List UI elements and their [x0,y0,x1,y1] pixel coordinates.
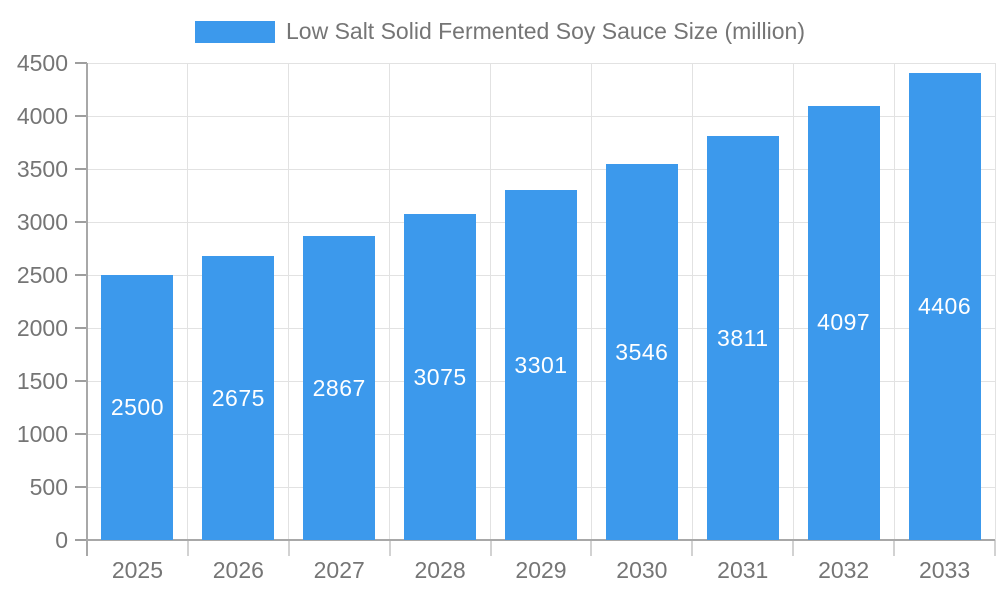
x-tick-label: 2027 [313,557,365,583]
x-axis-tick [792,540,795,556]
bar-value-label: 4406 [917,292,972,319]
y-axis-tick [75,221,87,223]
bar-2026[interactable]: 2675 [202,256,275,540]
bar-2030[interactable]: 3546 [605,164,678,540]
bar-value-label: 4097 [817,309,871,336]
y-tick-label: 1500 [16,368,68,394]
y-gridline [87,115,995,117]
y-axis-tick [75,380,87,382]
bar-value-label: 3546 [615,338,669,365]
y-tick-label: 2000 [16,315,68,341]
x-gridline [389,63,391,540]
bar-2032[interactable]: 4097 [807,105,880,540]
x-tick-label: 2025 [111,557,164,583]
bar-2033[interactable]: 4406 [908,72,981,540]
legend-swatch-icon [194,20,275,43]
x-axis-tick [287,540,290,556]
x-tick-label: 2026 [212,557,264,583]
y-tick-label: 1000 [16,421,68,447]
x-tick-label: 2029 [515,557,567,583]
bar-value-label: 3301 [514,351,568,378]
bar-value-label: 2500 [110,394,165,420]
y-axis-tick [75,168,87,170]
y-tick-label: 2500 [16,262,68,288]
bar-2028[interactable]: 3075 [404,214,477,540]
x-tick-label: 2028 [414,557,466,583]
y-gridline [87,62,995,64]
bar-2025[interactable]: 2500 [101,275,174,540]
x-axis-tick [691,540,694,556]
y-tick-label: 3500 [16,156,68,182]
x-tick-label: 2031 [717,557,769,583]
y-axis-tick [75,115,87,117]
x-axis-tick [489,540,492,556]
bar-value-label: 3811 [717,324,769,351]
bar-2029[interactable]: 3301 [505,190,577,540]
y-tick-label: 4500 [16,50,68,76]
x-axis-tick [994,540,996,556]
x-gridline [590,63,592,540]
x-axis-tick [893,540,896,556]
y-axis-tick [75,433,87,435]
y-axis-tick [75,539,87,541]
x-gridline [994,63,996,540]
y-tick-label: 500 [29,474,68,500]
y-axis-tick [75,62,87,64]
legend[interactable]: Low Salt Solid Fermented Soy Sauce Size … [0,20,1000,43]
x-gridline [792,63,794,540]
y-gridline [87,168,995,170]
x-gridline [893,63,895,540]
x-tick-label: 2033 [918,557,971,583]
x-gridline [490,63,492,540]
legend-label: Low Salt Solid Fermented Soy Sauce Size … [285,18,805,44]
y-tick-label: 4000 [16,103,68,129]
y-axis-tick [75,486,87,488]
bar-value-label: 2867 [312,374,366,401]
x-axis-tick [186,540,189,556]
x-gridline [691,63,693,540]
x-axis-line [87,539,995,541]
y-axis-tick [75,327,87,329]
x-tick-label: 2032 [818,557,870,583]
bar-value-label: 3075 [413,363,467,390]
bar-2031[interactable]: 3811 [706,136,779,540]
bar-2027[interactable]: 2867 [303,236,376,540]
x-gridline [288,63,290,540]
x-axis-tick [388,540,391,556]
bar-value-label: 2675 [211,384,265,411]
y-axis-line [86,63,88,556]
y-tick-label: 3000 [16,209,68,235]
y-tick-label: 0 [55,527,68,553]
x-axis-tick [590,540,593,556]
y-axis-tick [75,274,87,276]
x-tick-label: 2030 [616,557,668,583]
x-gridline [187,63,189,540]
